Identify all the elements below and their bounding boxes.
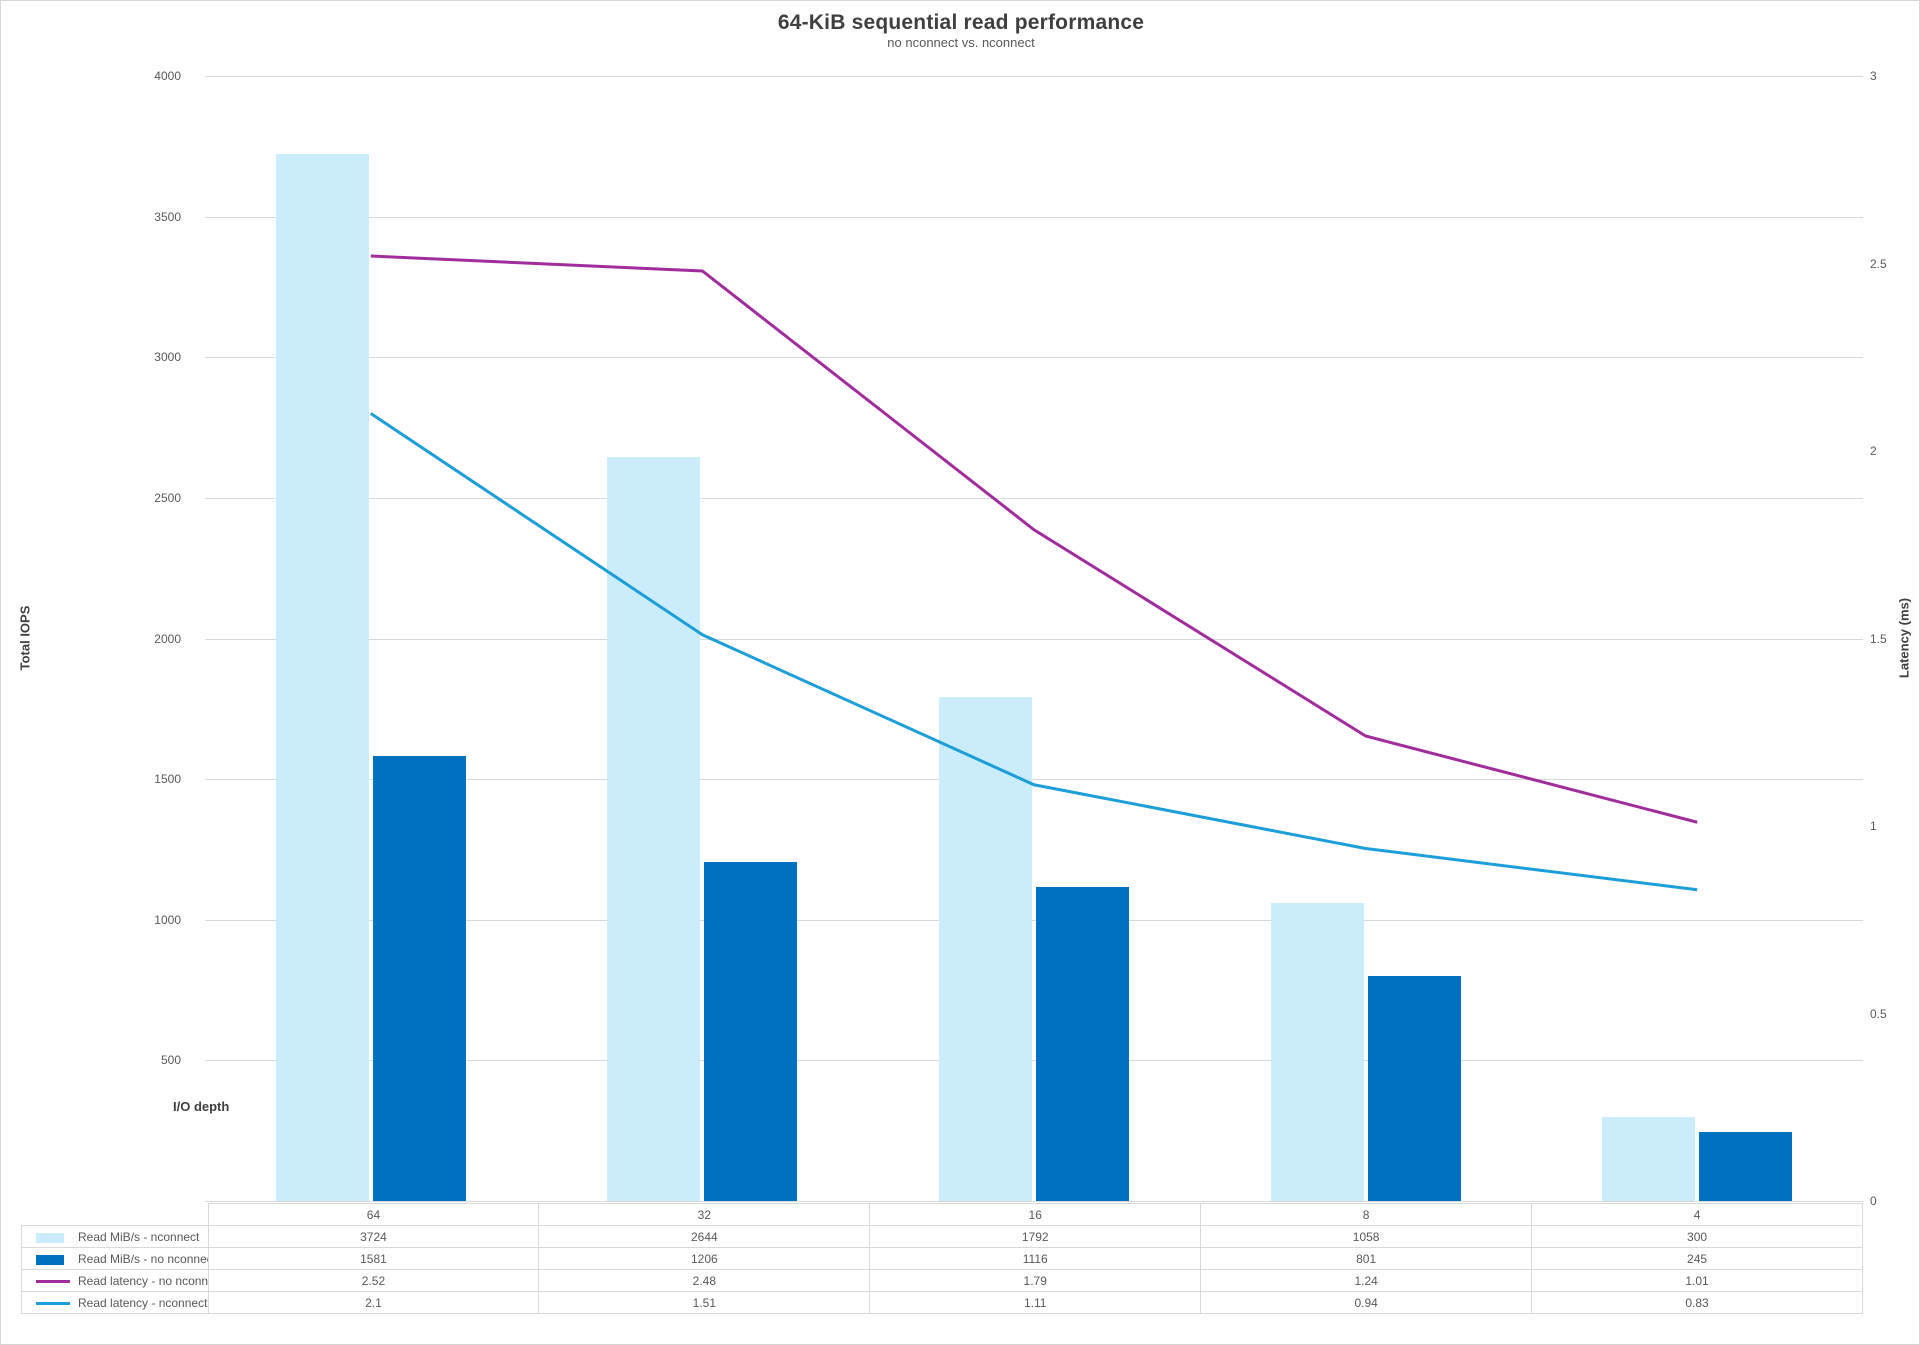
right-axis-tick-label: 1 (1870, 819, 1877, 833)
value-cell: 1.01 (1531, 1269, 1863, 1292)
value-cell: 2644 (538, 1225, 871, 1248)
gridline (205, 638, 1863, 640)
right-axis-tick-label: 0 (1870, 1194, 1877, 1208)
gridline (205, 919, 1863, 921)
bar-read-mib-s-no-nconnect (1036, 887, 1129, 1201)
category-header-cell: 16 (869, 1203, 1202, 1226)
data-table: 64 32 16 8 4 Read MiB/s - nconnect 3724 2644 179… (21, 1203, 1863, 1314)
gridline (205, 1060, 1863, 1062)
value-cell: 1.11 (869, 1291, 1202, 1314)
chart-title: 64-KiB sequential read performance (777, 11, 1145, 34)
value-cell: 801 (1200, 1247, 1533, 1270)
value-cell: 1.79 (869, 1269, 1202, 1292)
left-axis-tick-label: 1500 (154, 772, 181, 787)
swatch-color (36, 1232, 64, 1243)
bar-read-mib-s-no-nconnect (1367, 975, 1461, 1201)
value-cell: 1792 (869, 1225, 1202, 1248)
value-cell: 1116 (869, 1247, 1202, 1270)
left-axis-tick-label: 4000 (154, 69, 181, 83)
legend-cell: Read latency - no nconnect (21, 1269, 209, 1292)
right-axis-tick-label: 2.5 (1870, 256, 1887, 271)
latency-lines-layer (369, 254, 1698, 892)
bar-read-mib-s-no-nconnect (704, 861, 798, 1201)
value-cell: 1206 (538, 1247, 871, 1270)
bar-swatch-icon (36, 1252, 78, 1266)
category-header-cell: 64 (207, 1203, 540, 1226)
gridline (205, 216, 1863, 218)
bar-read-mib-s-no-nconnect (1699, 1132, 1793, 1201)
gridline (205, 779, 1863, 781)
line-read-latency-no-nconnect (370, 254, 1698, 824)
legend-label: Read MiB/s - no nconnect (78, 1251, 208, 1266)
right-axis-title: Latency (ms) (1896, 597, 1912, 679)
category-header-cell: 4 (1531, 1203, 1863, 1226)
value-cell: 1058 (1200, 1225, 1533, 1248)
value-cell: 245 (1531, 1247, 1863, 1270)
category-header-cell: 8 (1200, 1203, 1533, 1226)
left-axis-tick-label: 3000 (154, 350, 181, 365)
value-cell: 0.83 (1531, 1291, 1863, 1314)
right-axis-tick-label: 0.5 (1870, 1006, 1887, 1021)
right-axis-tick-label: 1.5 (1870, 631, 1887, 646)
legend-cell: Read latency - nconnect (21, 1291, 209, 1314)
left-axis-tick-label: 2000 (154, 631, 181, 646)
bar-read-mib-s-no-nconnect (372, 756, 466, 1201)
legend-label: Read MiB/s - nconnect (78, 1229, 200, 1244)
bar-read-mib-s-nconnect (939, 697, 1032, 1201)
left-axis-tick-label: 2500 (154, 490, 181, 505)
bar-read-mib-s-nconnect (1602, 1116, 1696, 1201)
legend-label: Read latency - no nconnect (78, 1273, 208, 1288)
value-cell: 1.51 (538, 1291, 871, 1314)
value-cell: 2.48 (538, 1269, 871, 1292)
swatch-color (36, 1280, 70, 1284)
x-axis-title: I/O depth (173, 1099, 230, 1114)
value-cell: 300 (1531, 1225, 1863, 1248)
value-cell: 0.94 (1200, 1291, 1533, 1314)
gridline (205, 76, 1863, 77)
gridline (205, 1201, 1863, 1202)
swatch-color (36, 1302, 70, 1306)
value-cell: 3724 (207, 1225, 540, 1248)
bar-read-mib-s-nconnect (275, 153, 369, 1201)
swatch-color (36, 1254, 64, 1265)
right-axis-tick-label: 3 (1870, 69, 1877, 83)
legend-cell: Read MiB/s - no nconnect (21, 1247, 209, 1270)
table-row: Read latency - no nconnect2.522.481.791.… (21, 1269, 1863, 1292)
right-axis-tick-label: 2 (1870, 444, 1877, 458)
line-read-latency-nconnect (369, 412, 1698, 892)
category-header-cell: 32 (538, 1203, 871, 1226)
left-axis-tick-label: 1000 (154, 912, 181, 927)
table-corner-cell (21, 1203, 209, 1226)
legend-label: Read latency - nconnect (78, 1295, 208, 1310)
table-row: Read MiB/s - nconnect 3724 2644 1792 1058 300 (21, 1225, 1863, 1248)
bar-swatch-icon (36, 1230, 78, 1244)
table-row: Read latency - nconnect 2.1 1.51 1.11 0.94 0.… (21, 1291, 1863, 1314)
line-swatch-icon (36, 1274, 78, 1288)
table-row: Read MiB/s - no nconnect 1581 1206 1116 801 2… (21, 1247, 1863, 1270)
value-cell: 2.52 (207, 1269, 540, 1292)
gridline (205, 497, 1863, 499)
chart-subtitle: no nconnect vs. nconnect (887, 35, 1035, 50)
left-axis-tick-label: 3500 (154, 209, 181, 224)
left-axis-tick-label: 500 (160, 1053, 181, 1068)
legend-cell: Read MiB/s - nconnect (21, 1225, 209, 1248)
value-cell: 1.24 (1200, 1269, 1533, 1292)
gridline (205, 357, 1863, 359)
value-cell: 2.1 (207, 1291, 540, 1314)
value-cell: 1581 (207, 1247, 540, 1270)
bar-read-mib-s-nconnect (1270, 903, 1364, 1201)
table-header-row: 64 32 16 8 4 (21, 1203, 1863, 1226)
line-swatch-icon (36, 1296, 78, 1310)
plot-area (205, 76, 1863, 1202)
left-axis-title: Total IOPS (17, 605, 33, 671)
